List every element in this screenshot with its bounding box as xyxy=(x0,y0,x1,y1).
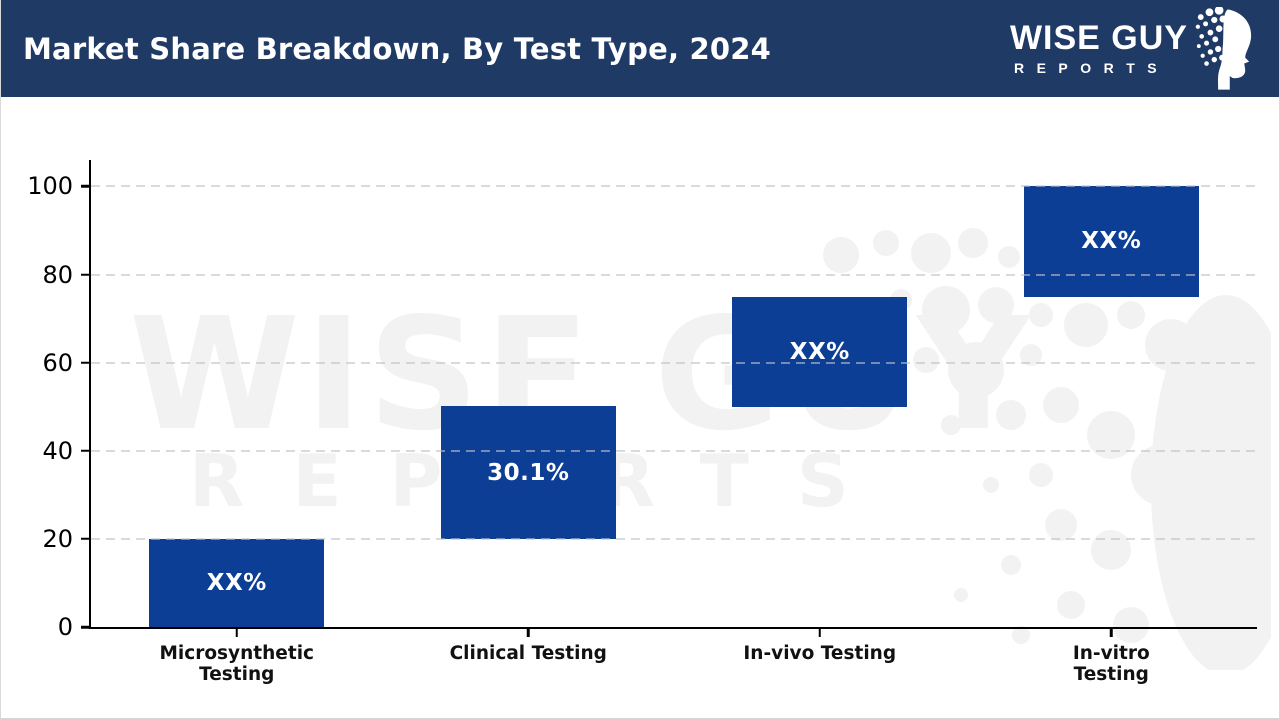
chart-canvas: WISE GUY REPORTS 020406080100XX%Microsyn… xyxy=(1,97,1279,718)
bar-value-label: XX% xyxy=(206,569,267,596)
bar-segment: XX% xyxy=(1023,186,1199,297)
y-axis-tick-label: 60 xyxy=(42,348,73,377)
y-axis-tick xyxy=(81,273,91,276)
y-gridline xyxy=(91,185,1257,188)
page-title: Market Share Breakdown, By Test Type, 20… xyxy=(23,31,772,66)
bar-segment: XX% xyxy=(732,296,908,407)
x-axis-category-label: In-vitro Testing xyxy=(1072,643,1150,686)
plot-area: 0 20 40 60 80 100 XX% Microsynthetic Testing 30.… xyxy=(27,160,1257,685)
bar-value-label: XX% xyxy=(1081,228,1142,255)
logo-brand-subtitle: REPORTS xyxy=(1013,60,1170,76)
x-axis-tick xyxy=(235,627,238,637)
bar-segment: 30.1% xyxy=(440,406,616,539)
y-axis-tick-label: 0 xyxy=(57,613,73,641)
y-axis-tick xyxy=(81,625,91,629)
logo-face-icon xyxy=(1195,6,1252,90)
x-axis-tick xyxy=(1110,627,1113,637)
x-axis-category-label: Microsynthetic Testing xyxy=(159,643,315,686)
header-bar: Market Share Breakdown, By Test Type, 20… xyxy=(1,0,1279,97)
x-axis-tick xyxy=(527,627,530,637)
y-gridline xyxy=(91,273,1257,276)
y-axis-tick xyxy=(81,537,91,541)
x-axis-category-label: Clinical Testing xyxy=(449,643,607,664)
brand-logo: WISE GUY REPORTS xyxy=(1010,6,1253,91)
y-axis-tick xyxy=(81,185,91,188)
logo-wordmark: WISE GUY REPORTS xyxy=(1010,21,1188,76)
y-axis-tick-label: 100 xyxy=(27,172,73,201)
y-axis-tick-label: 80 xyxy=(42,260,73,289)
logo-brand-name: WISE GUY xyxy=(1009,19,1188,57)
y-axis-tick xyxy=(81,361,91,364)
bar-value-label: XX% xyxy=(789,338,850,365)
y-gridline xyxy=(91,361,1257,364)
y-axis-tick xyxy=(81,449,91,453)
y-gridline xyxy=(91,449,1257,452)
y-axis-tick-label: 40 xyxy=(42,436,73,465)
bar-value-label: 30.1% xyxy=(487,459,570,486)
x-axis-tick xyxy=(818,627,821,637)
y-axis-tick-label: 20 xyxy=(42,524,73,553)
x-axis-category-label: In-vivo Testing xyxy=(743,643,897,664)
y-gridline xyxy=(91,537,1257,540)
bar-segment: XX% xyxy=(149,538,325,627)
